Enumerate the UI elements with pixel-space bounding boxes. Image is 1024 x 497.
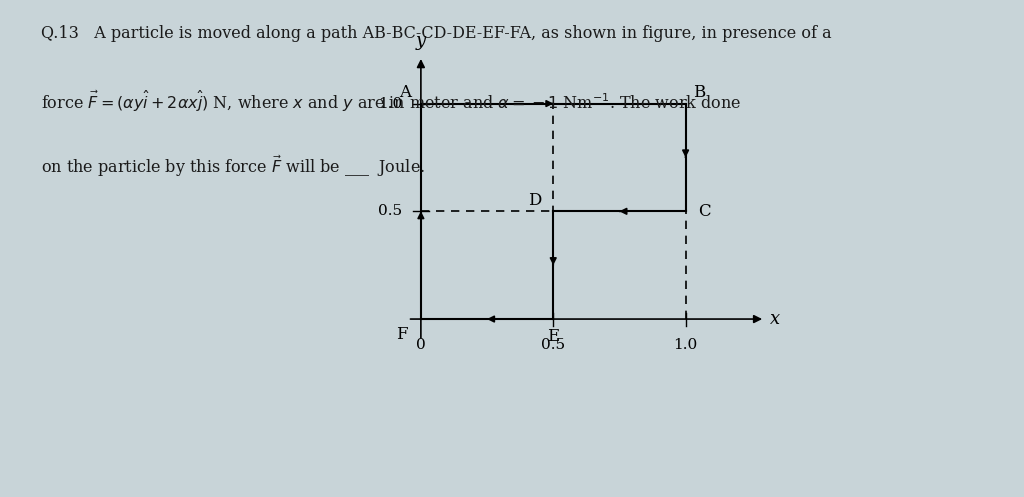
Text: x: x	[770, 310, 780, 328]
Text: 1.0: 1.0	[674, 338, 697, 352]
Text: 0.5: 0.5	[378, 204, 402, 218]
Text: F: F	[396, 326, 409, 342]
Text: y: y	[416, 32, 426, 50]
Text: 1.0: 1.0	[378, 96, 402, 110]
Text: D: D	[528, 192, 542, 209]
Text: A: A	[399, 84, 411, 101]
Text: Q.13   A particle is moved along a path AB-BC-CD-DE-EF-FA, as shown in figure, i: Q.13 A particle is moved along a path AB…	[41, 25, 831, 42]
Text: 0: 0	[416, 338, 426, 352]
Text: 0.5: 0.5	[541, 338, 565, 352]
Text: C: C	[697, 203, 711, 220]
Text: on the particle by this force $\vec{F}$ will be ___  Joule.: on the particle by this force $\vec{F}$ …	[41, 154, 425, 179]
Text: E: E	[547, 328, 559, 345]
Text: force $\vec{F} = (\alpha y\hat{i} + 2\alpha x\hat{j})$ N, where $x$ and $y$ are : force $\vec{F} = (\alpha y\hat{i} + 2\al…	[41, 89, 741, 114]
Text: B: B	[692, 84, 705, 101]
